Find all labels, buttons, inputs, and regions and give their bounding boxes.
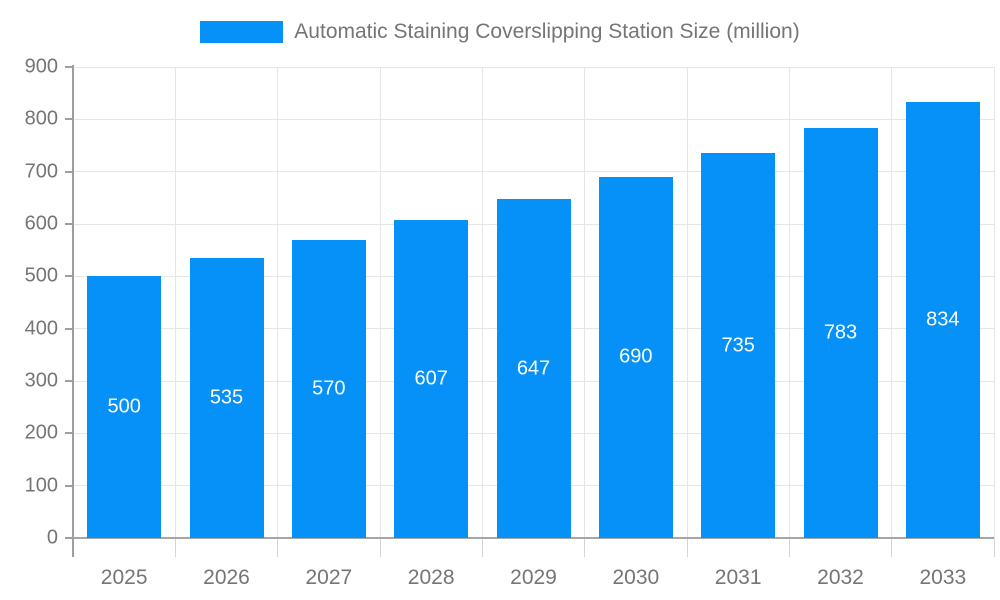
- x-tick-mark: [379, 538, 381, 557]
- v-gridline: [277, 67, 279, 538]
- x-tick-mark: [788, 538, 790, 557]
- y-tick-mark: [65, 537, 72, 539]
- x-tick-mark: [174, 538, 176, 557]
- y-axis-tick-label: 500: [24, 264, 58, 287]
- y-axis-tick-label: 700: [24, 160, 58, 183]
- x-axis-tick-label: 2032: [817, 566, 864, 589]
- v-gridline: [481, 67, 483, 538]
- x-axis-tick-label: 2028: [407, 566, 455, 589]
- h-gridline: [73, 66, 994, 68]
- y-tick-mark: [65, 66, 72, 68]
- bar[interactable]: [701, 153, 776, 538]
- x-axis-tick-label: 2033: [919, 566, 967, 589]
- bar[interactable]: [291, 239, 366, 538]
- bar[interactable]: [598, 176, 673, 538]
- y-axis-tick-label: 400: [24, 317, 58, 340]
- y-axis-tick-label: 600: [24, 212, 58, 235]
- bar[interactable]: [189, 258, 264, 538]
- y-tick-mark: [65, 380, 72, 382]
- x-tick-mark: [891, 538, 893, 557]
- x-axis-tick-label: 2030: [612, 566, 660, 589]
- chart-legend[interactable]: Automatic Staining Coverslipping Station…: [0, 20, 1000, 43]
- x-tick-mark: [584, 538, 586, 557]
- legend-label: Automatic Staining Coverslipping Station…: [294, 20, 800, 43]
- x-tick-mark: [686, 538, 688, 557]
- y-tick-mark: [65, 275, 72, 278]
- v-gridline: [379, 67, 381, 538]
- y-tick-mark: [65, 170, 72, 173]
- y-tick-mark: [65, 118, 72, 121]
- h-gridline: [73, 118, 994, 120]
- v-gridline: [891, 67, 893, 538]
- x-axis-tick-label: 2029: [510, 566, 557, 589]
- y-axis-tick-label: 0: [46, 526, 58, 549]
- bar[interactable]: [905, 101, 980, 538]
- v-gridline: [174, 67, 176, 538]
- bar[interactable]: [394, 220, 469, 538]
- bar[interactable]: [87, 276, 162, 538]
- legend-swatch: [200, 21, 284, 43]
- v-gridline: [686, 67, 688, 538]
- y-tick-mark: [65, 484, 72, 487]
- y-axis-line: [72, 65, 74, 557]
- v-gridline: [788, 67, 790, 538]
- x-tick-mark: [277, 538, 279, 557]
- y-axis-tick-label: 200: [24, 421, 58, 444]
- y-axis-tick-label: 800: [24, 107, 58, 130]
- y-tick-mark: [65, 223, 72, 225]
- x-tick-mark: [481, 538, 483, 557]
- v-gridline: [584, 67, 586, 538]
- y-axis-tick-label: 100: [24, 474, 58, 497]
- y-tick-mark: [65, 432, 72, 435]
- x-axis-tick-label: 2026: [203, 566, 250, 589]
- x-tick-mark: [993, 538, 995, 557]
- v-gridline: [993, 67, 995, 538]
- x-axis-tick-label: 2031: [714, 566, 762, 589]
- bar[interactable]: [803, 128, 878, 538]
- x-axis-tick-label: 2025: [100, 566, 148, 589]
- y-axis-tick-label: 900: [24, 55, 58, 78]
- y-axis-tick-label: 300: [24, 369, 58, 392]
- y-tick-mark: [65, 327, 72, 330]
- bar[interactable]: [496, 199, 571, 538]
- x-axis-tick-label: 2027: [305, 566, 353, 589]
